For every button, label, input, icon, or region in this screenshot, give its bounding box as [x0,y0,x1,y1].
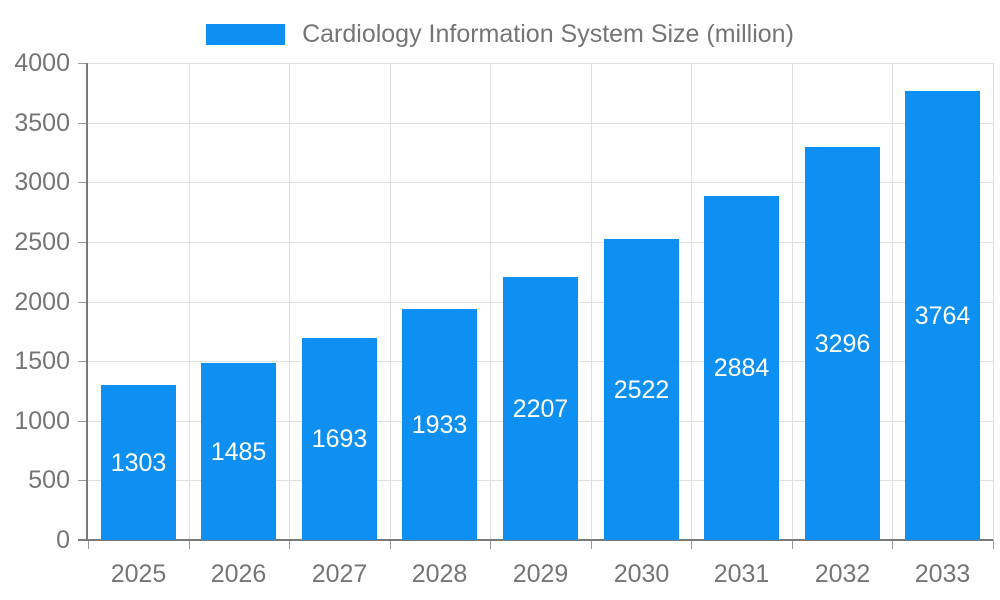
x-tick-6 [691,540,692,549]
y-tick-1000 [78,421,88,422]
x-tick-5 [591,540,592,549]
bar-value-label: 1693 [311,425,368,453]
bar-value-label: 1933 [411,410,468,439]
x-axis-label-2025: 2025 [110,560,167,588]
y-axis-label-500: 500 [28,466,70,494]
y-axis-label-3500: 3500 [14,109,70,137]
y-gridline-4000 [88,63,993,64]
bar-value-label: 3296 [814,329,871,358]
x-gridline-4 [490,63,491,540]
x-tick-4 [490,540,491,549]
bar-value-label: 1303 [110,448,167,477]
y-tick-3000 [78,182,88,183]
x-gridline-8 [892,63,893,540]
bar-2025[interactable]: 1303 [101,385,176,540]
y-axis-label-4000: 4000 [14,49,70,77]
y-gridline-2500 [88,242,993,243]
bar-2031[interactable]: 2884 [704,196,779,540]
bar-2033[interactable]: 3764 [905,91,980,540]
x-gridline-9 [993,63,994,540]
x-axis-line [78,539,993,541]
x-axis-label-2026: 2026 [210,560,267,588]
x-tick-7 [792,540,793,549]
y-gridline-3000 [88,182,993,183]
bar-2028[interactable]: 1933 [402,309,477,540]
y-axis-label-2500: 2500 [14,228,70,256]
bar-value-label: 3764 [914,301,971,330]
y-axis-line [86,63,88,540]
y-tick-1500 [78,361,88,362]
x-axis-label-2033: 2033 [914,560,971,588]
x-axis-label-2029: 2029 [512,560,569,588]
x-tick-0 [88,540,89,549]
legend-swatch[interactable] [206,23,286,45]
x-axis-label-2030: 2030 [613,560,670,588]
x-gridline-3 [390,63,391,540]
legend-label[interactable]: Cardiology Information System Size (mill… [302,20,794,48]
bar-2030[interactable]: 2522 [604,239,679,540]
y-axis-label-2000: 2000 [14,288,70,316]
bar-2027[interactable]: 1693 [302,338,377,540]
x-axis-label-2028: 2028 [411,560,468,588]
bar-2026[interactable]: 1485 [201,363,276,540]
x-axis-label-2031: 2031 [713,560,770,588]
y-tick-3500 [78,123,88,124]
x-tick-3 [390,540,391,549]
bar-2029[interactable]: 2207 [503,277,578,540]
bar-value-label: 2207 [512,394,569,423]
x-gridline-2 [289,63,290,540]
x-tick-8 [892,540,893,549]
x-tick-1 [189,540,190,549]
y-axis-label-1500: 1500 [14,347,70,375]
x-axis-label-2032: 2032 [814,560,871,588]
y-axis-label-1000: 1000 [14,407,70,435]
y-tick-2500 [78,242,88,243]
x-axis-label-2027: 2027 [311,560,368,588]
chart-legend: Cardiology Information System Size (mill… [0,21,1000,47]
x-gridline-7 [792,63,793,540]
bar-value-label: 2522 [613,375,670,404]
y-tick-4000 [78,63,88,64]
y-gridline-3500 [88,123,993,124]
x-gridline-6 [691,63,692,540]
bar-value-label: 1485 [210,437,267,466]
y-tick-2000 [78,302,88,303]
x-gridline-5 [591,63,592,540]
y-axis-label-0: 0 [56,526,70,554]
x-gridline-1 [189,63,190,540]
bar-value-label: 2884 [713,354,770,382]
bar-2032[interactable]: 3296 [805,147,880,540]
x-tick-9 [993,540,994,549]
y-tick-500 [78,480,88,481]
y-axis-label-3000: 3000 [14,168,70,196]
x-tick-2 [289,540,290,549]
